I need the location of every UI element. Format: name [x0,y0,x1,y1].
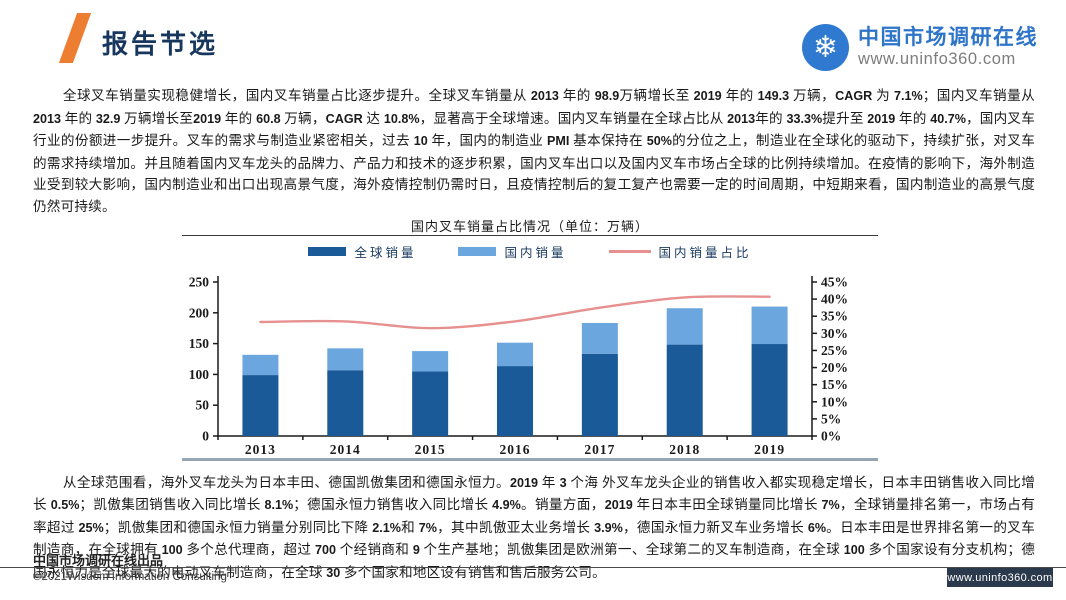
svg-text:2015: 2015 [415,442,446,457]
footer-badge[interactable]: www.uninfo360.com [947,568,1053,587]
svg-text:150: 150 [189,336,210,351]
svg-text:20%: 20% [821,360,848,375]
svg-text:0: 0 [202,428,209,443]
legend-item-global: 全球销量 [308,242,416,261]
page-title: 报告节选 [102,29,219,59]
svg-text:5%: 5% [821,411,841,426]
chart-box: 全球销量 国内销量 国内销量占比 0 50 100 150 200 250 0% 5% 10% 1… [182,234,878,461]
legend-label-share: 国内销量占比 [658,246,752,261]
svg-text:0%: 0% [821,428,841,443]
svg-text:45%: 45% [821,274,848,289]
chart-legend: 全球销量 国内销量 国内销量占比 [182,236,878,268]
footer-producer: 中国市场调研在线出品 [33,553,164,568]
chart-section: 国内叉车销量占比情况（单位：万辆） 全球销量 国内销量 国内销量占比 0 50 10… [182,218,878,461]
svg-text:2017: 2017 [584,442,615,457]
logo-url[interactable]: www.uninfo360.com [858,50,1016,68]
svg-text:100: 100 [189,366,210,381]
legend-label-global: 全球销量 [354,246,417,261]
chart-title: 国内叉车销量占比情况（单位：万辆） [410,218,649,234]
snowflake-compass-icon: ❄ [802,24,849,71]
footer-divider [0,567,1066,568]
legend-item-share: 国内销量占比 [608,242,752,261]
footer-copyright: ©2021Wisdom Information Consulting [33,571,227,583]
legend-swatch-share-line [608,250,651,253]
legend-swatch-global [308,247,347,257]
svg-text:30%: 30% [821,325,848,340]
site-logo[interactable]: ❄ 中国市场调研在线 www.uninfo360.com [802,24,1038,71]
svg-text:2019: 2019 [754,442,785,457]
paragraph-market-overview: 全球叉车销量实现稳健增长，国内叉车销量占比逐步提升。全球叉车销量从 2013 年… [33,88,1036,214]
slash-icon [58,13,92,63]
header: 报告节选 ❄ 中国市场调研在线 www.uninfo360.com [0,0,1066,71]
footer: 中国市场调研在线出品 ©2021Wisdom Information Consu… [0,550,1066,600]
svg-text:15%: 15% [821,377,848,392]
legend-item-domestic: 国内销量 [458,242,566,261]
svg-text:250: 250 [189,274,210,289]
svg-text:2013: 2013 [245,442,276,457]
svg-text:25%: 25% [821,343,848,358]
svg-text:10%: 10% [821,394,848,409]
svg-text:2016: 2016 [500,442,531,457]
logo-name: 中国市场调研在线 [858,26,1038,49]
svg-text:2018: 2018 [669,442,700,457]
svg-text:200: 200 [189,305,210,320]
svg-text:35%: 35% [821,308,848,323]
svg-text:40%: 40% [821,291,848,306]
svg-text:50: 50 [196,397,210,412]
paragraph-global-leaders: 从全球范围看，海外叉车龙头为日本丰田、德国凯傲集团和德国永恒力。2019 年 3… [33,474,1036,580]
svg-text:2014: 2014 [330,442,361,457]
chart-plot: 0 50 100 150 200 250 0% 5% 10% 15% 20% 25% 30% 35% 40%… [189,274,848,457]
legend-label-domestic: 国内销量 [504,246,567,261]
legend-swatch-domestic [458,247,497,257]
